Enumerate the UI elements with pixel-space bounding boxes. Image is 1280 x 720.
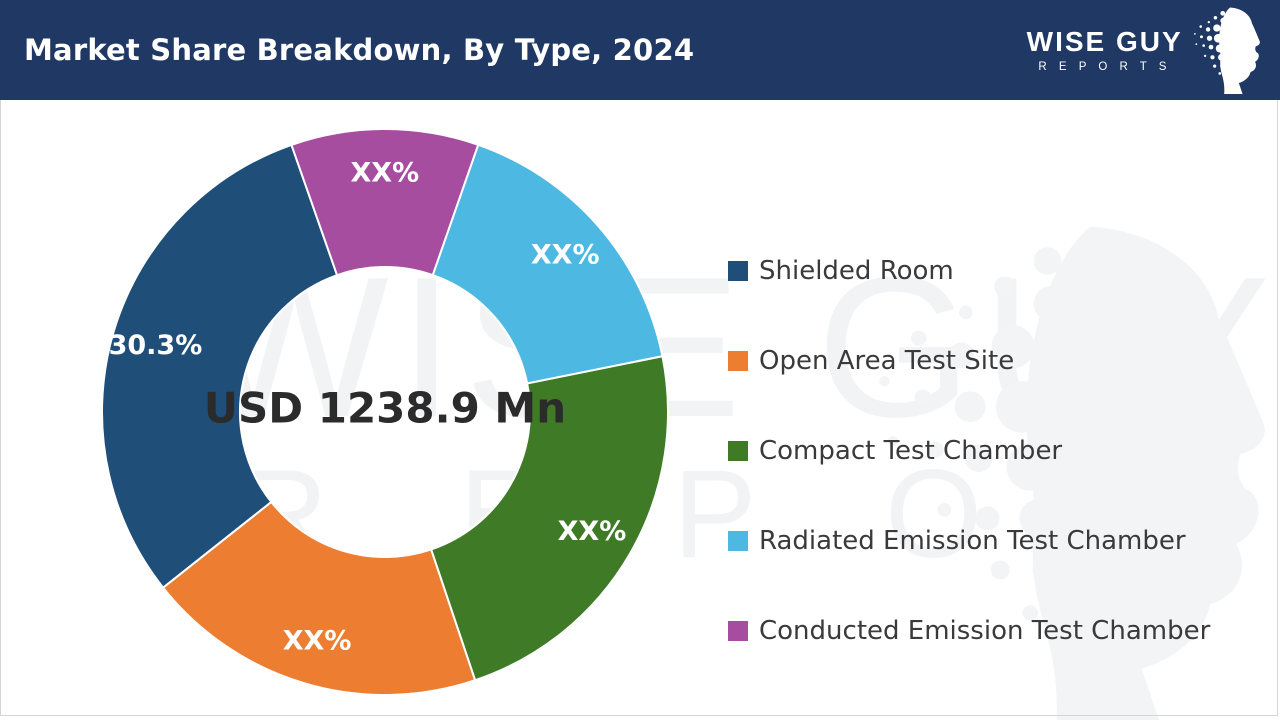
legend-label-compact-test-chamber: Compact Test Chamber	[759, 436, 1063, 466]
legend-label-shielded-room: Shielded Room	[759, 256, 954, 286]
legend-swatch-compact-test-chamber	[728, 441, 748, 461]
legend-item-shielded-room: Shielded Room	[728, 256, 1210, 286]
donut-segment-shielded-room	[101, 143, 339, 590]
segment-label-open-area-test-site: XX%	[283, 626, 352, 657]
donut-segment-radiated-emission-test-chamber	[431, 143, 664, 385]
legend-label-conducted-emission-test-chamber: Conducted Emission Test Chamber	[759, 616, 1211, 646]
legend-item-radiated-emission-test-chamber: Radiated Emission Test Chamber	[728, 526, 1210, 556]
legend-label-open-area-test-site: Open Area Test Site	[759, 346, 1015, 376]
header-bar: Market Share Breakdown, By Type, 2024 WI…	[0, 0, 1280, 100]
donut-segment-open-area-test-site	[161, 500, 477, 696]
donut-segment-conducted-emission-test-chamber	[290, 128, 480, 277]
segment-label-radiated-emission-test-chamber: XX%	[531, 239, 600, 270]
legend-label-radiated-emission-test-chamber: Radiated Emission Test Chamber	[759, 526, 1186, 556]
legend-swatch-radiated-emission-test-chamber	[728, 531, 748, 551]
legend-item-compact-test-chamber: Compact Test Chamber	[728, 436, 1210, 466]
segment-label-compact-test-chamber: XX%	[558, 516, 627, 547]
legend-swatch-shielded-room	[728, 261, 748, 281]
brand-logo: WISE GUY R E P O R T S	[1027, 6, 1262, 94]
chart-legend: Shielded Room Open Area Test Site Compact …	[728, 256, 1211, 711]
logo-wordmark-line2: R E P O R T S	[1038, 60, 1171, 73]
legend-item-conducted-emission-test-chamber: Conducted Emission Test Chamber	[728, 616, 1211, 646]
legend-swatch-open-area-test-site	[728, 351, 748, 371]
page-title: Market Share Breakdown, By Type, 2024	[24, 33, 695, 67]
segment-label-conducted-emission-test-chamber: XX%	[350, 158, 419, 189]
segment-label-shielded-room: 30.3%	[109, 330, 203, 361]
legend-item-open-area-test-site: Open Area Test Site	[728, 346, 1210, 376]
chart-center-value: USD 1238.9 Mn	[204, 384, 566, 433]
logo-wordmark-line1: WISE GUY	[1026, 25, 1183, 57]
donut-chart: 30.3% XX% XX% XX% XX% USD 1238.9 Mn	[101, 128, 669, 696]
logo-head-icon	[1193, 7, 1260, 94]
donut-segment-compact-test-chamber	[429, 354, 669, 682]
logo-wordmark: WISE GUY R E P O R T S	[1026, 25, 1183, 73]
chart-area: WISE GUY R E P O R T S 30.3%XX%XX%XX%XX%…	[0, 100, 1280, 720]
legend-swatch-conducted-emission-test-chamber	[728, 621, 748, 641]
